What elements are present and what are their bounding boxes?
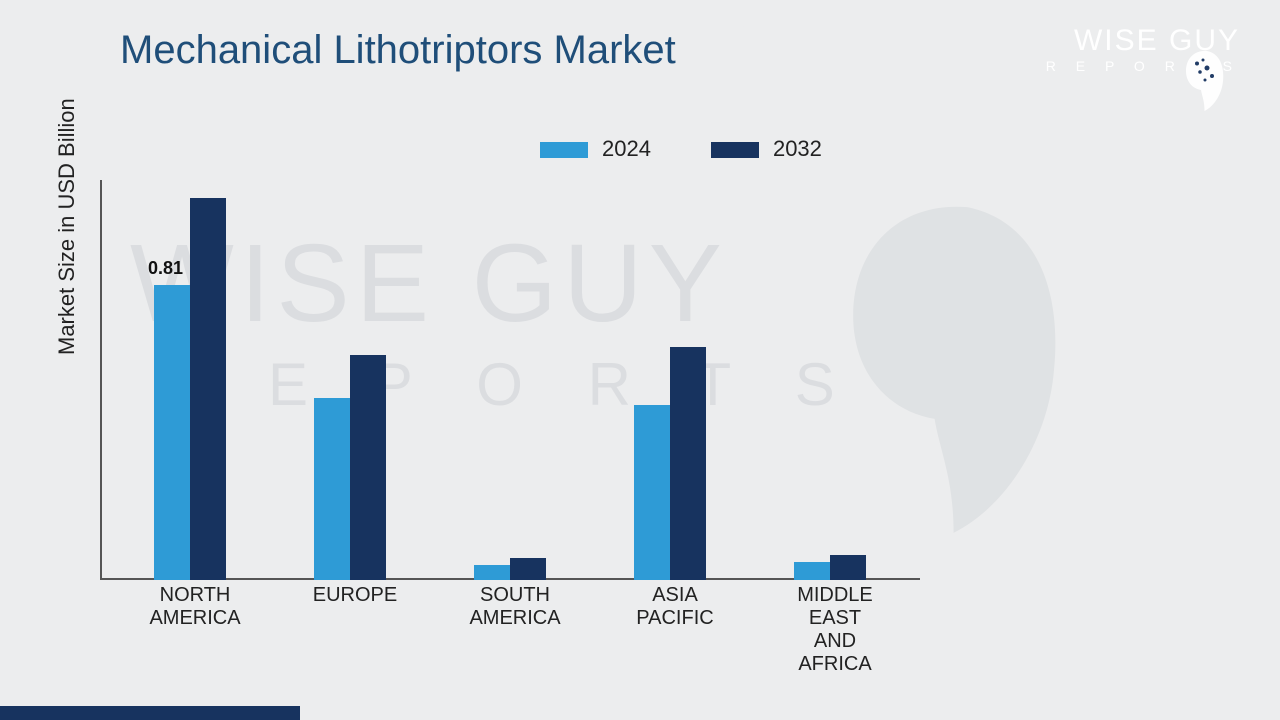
bar-2024 [474, 565, 510, 580]
legend-label-2024: 2024 [602, 136, 651, 161]
x-tick-label: SOUTHAMERICA [450, 584, 580, 630]
legend-item-2032: 2032 [711, 136, 822, 162]
footer-accent-bar [0, 706, 300, 720]
bar-value-label: 0.81 [148, 258, 183, 279]
y-axis-line [100, 180, 102, 580]
legend-item-2024: 2024 [540, 136, 651, 162]
bar-2032 [510, 558, 546, 580]
chart-title: Mechanical Lithotriptors Market [120, 28, 676, 73]
legend: 2024 2032 [540, 136, 822, 162]
plot-area: 0.81 [100, 180, 920, 580]
brand-logo: WISE GUY R E P O R T S [1046, 24, 1240, 74]
legend-label-2032: 2032 [773, 136, 822, 161]
bar-2024 [314, 398, 350, 580]
bar-2024 [794, 562, 830, 580]
bar-2024 [634, 405, 670, 580]
bar-2032 [830, 555, 866, 580]
legend-swatch-2032 [711, 142, 759, 158]
x-tick-label: MIDDLEEASTANDAFRICA [770, 584, 900, 676]
legend-swatch-2024 [540, 142, 588, 158]
x-tick-label: EUROPE [290, 584, 420, 607]
bar-2024 [154, 285, 190, 580]
bar-2032 [670, 347, 706, 580]
brand-head-icon [1172, 46, 1232, 116]
x-tick-label: ASIAPACIFIC [610, 584, 740, 630]
bar-2032 [190, 198, 226, 580]
y-axis-label: Market Size in USD Billion [54, 98, 80, 355]
bar-2032 [350, 355, 386, 580]
chart-canvas: WISE GUY R E P O R T S Mechanical Lithot… [0, 0, 1280, 720]
x-tick-label: NORTHAMERICA [130, 584, 260, 630]
